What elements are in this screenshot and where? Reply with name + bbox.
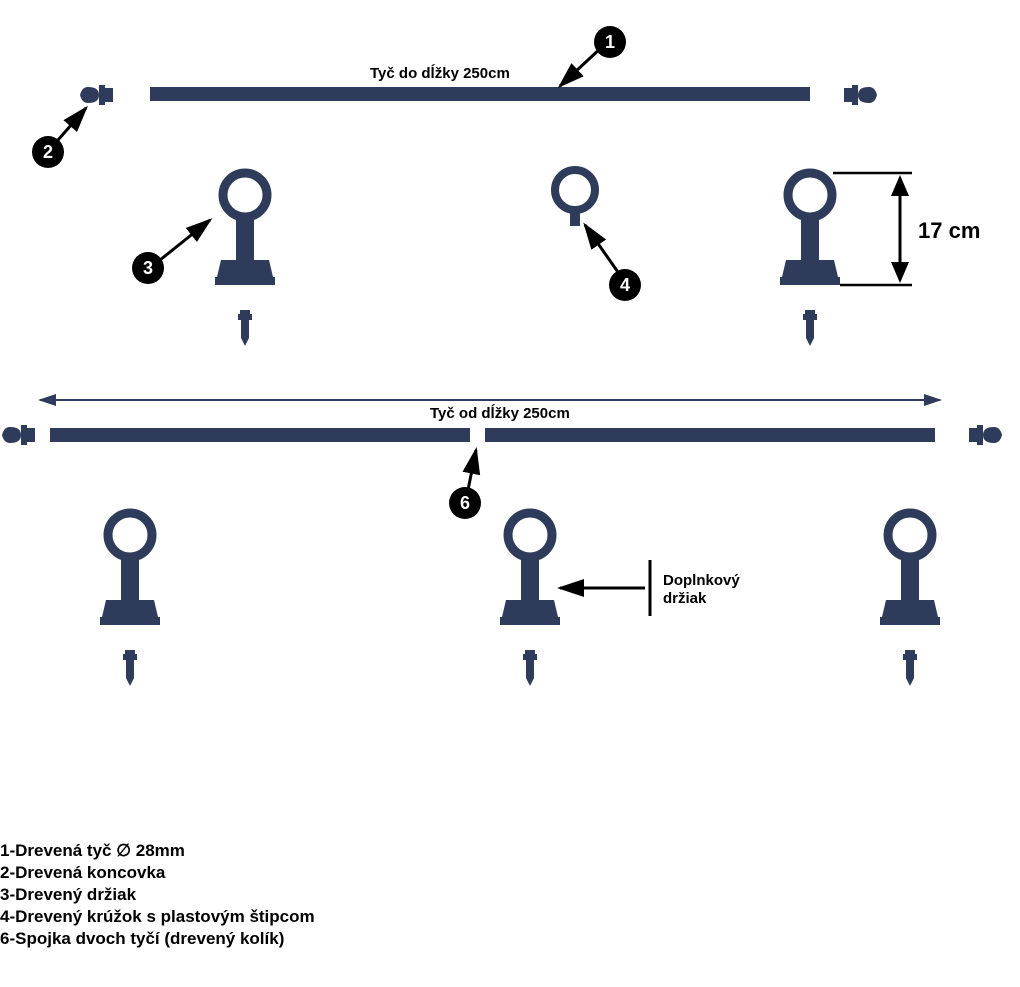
bracket-top-left [215,173,275,285]
callout-2-label: 2 [43,142,53,162]
dowel-bottom-2 [523,650,537,686]
finial-left-top [80,85,113,105]
dimension-17cm: 17 cm [918,218,980,243]
legend-item-1: 1-Drevená tyč ∅ 28mm [0,840,315,862]
bracket-top-right [780,173,840,285]
diagram-svg: Tyč do dĺžky 250cm 1 2 3 4 17 cm Tyč od … [0,0,1020,730]
bracket-bottom-2 [500,513,560,625]
legend-item-4: 4-Drevený krúžok s plastovým štipcom [0,906,315,928]
label-extra-1: Doplnkový [663,572,740,589]
dowel-bottom-3 [903,650,917,686]
legend-item-2: 2-Drevená koncovka [0,862,315,884]
rod-short [150,87,810,101]
dowel-top-left [238,310,252,346]
callout-4-label: 4 [620,275,630,295]
legend: 1-Drevená tyč ∅ 28mm 2-Drevená koncovka … [0,840,315,950]
finial-left-bottom [2,425,35,445]
callout-6-label: 6 [460,493,470,513]
callout-3-label: 3 [143,258,153,278]
ring-component [555,170,595,226]
dowel-bottom-1 [123,650,137,686]
callout-1-label: 1 [605,32,615,52]
label-extra-2: držiak [663,590,707,607]
finial-right-top [844,85,877,105]
bracket-bottom-3 [880,513,940,625]
legend-item-3: 3-Drevený držiak [0,884,315,906]
rod-long-right [485,428,935,442]
bracket-bottom-1 [100,513,160,625]
label-rod-short: Tyč do dĺžky 250cm [370,64,510,82]
label-rod-long: Tyč od dĺžky 250cm [430,404,570,422]
dowel-top-right [803,310,817,346]
diagram-area: Tyč do dĺžky 250cm 1 2 3 4 17 cm Tyč od … [0,0,1020,730]
finial-right-bottom [969,425,1002,445]
rod-long-left [50,428,470,442]
legend-item-6: 6-Spojka dvoch tyčí (drevený kolík) [0,928,315,950]
